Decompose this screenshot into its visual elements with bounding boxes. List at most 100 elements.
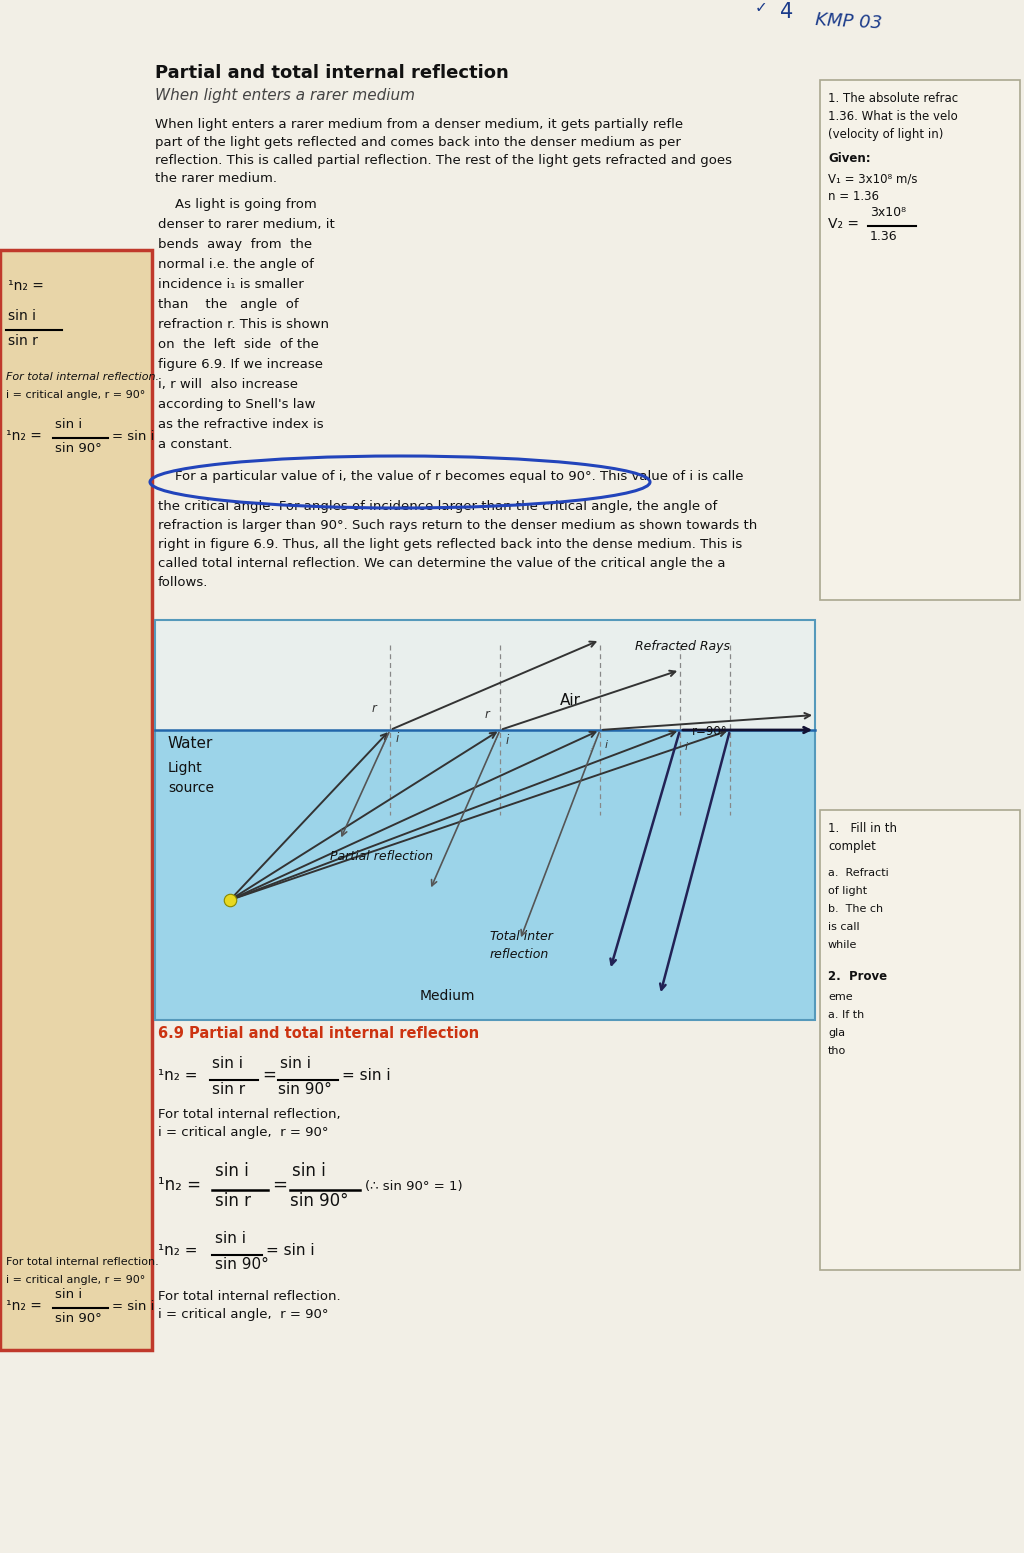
Text: 1.36: 1.36: [870, 230, 898, 242]
Text: Total inter: Total inter: [490, 930, 553, 943]
Text: For total internal reflection.: For total internal reflection.: [6, 1256, 159, 1267]
Text: sin 90°: sin 90°: [55, 443, 101, 455]
Text: i, r will  also increase: i, r will also increase: [158, 377, 298, 391]
Text: i: i: [506, 735, 509, 747]
Text: incidence i₁ is smaller: incidence i₁ is smaller: [158, 278, 304, 290]
Text: ¹n₂ =: ¹n₂ =: [158, 1176, 201, 1194]
Text: r: r: [372, 702, 377, 714]
Text: called total internal reflection. We can determine the value of the critical ang: called total internal reflection. We can…: [158, 558, 725, 570]
Text: sin 90°: sin 90°: [290, 1193, 348, 1210]
Text: refraction r. This is shown: refraction r. This is shown: [158, 318, 329, 331]
Text: As light is going from: As light is going from: [158, 197, 316, 211]
Text: Partial reflection: Partial reflection: [330, 849, 433, 863]
Text: When light enters a rarer medium: When light enters a rarer medium: [155, 89, 415, 102]
Text: For a particular value of i, the value of r becomes equal to 90°. This value of : For a particular value of i, the value o…: [158, 471, 743, 483]
Text: eme: eme: [828, 992, 853, 1002]
Text: 3x10⁸: 3x10⁸: [870, 207, 906, 219]
Text: 1. The absolute refrac: 1. The absolute refrac: [828, 92, 958, 106]
Text: sin i: sin i: [215, 1162, 249, 1180]
Text: than    the   angle  of: than the angle of: [158, 298, 299, 311]
Text: follows.: follows.: [158, 576, 208, 589]
Text: V₁ = 3x10⁸ m/s: V₁ = 3x10⁸ m/s: [828, 172, 918, 185]
FancyBboxPatch shape: [820, 81, 1020, 599]
Text: =: =: [262, 1065, 275, 1084]
Text: i: i: [396, 731, 399, 745]
Text: i = critical angle, r = 90°: i = critical angle, r = 90°: [6, 1275, 145, 1284]
Text: ¹n₂ =: ¹n₂ =: [158, 1242, 198, 1258]
Text: r: r: [485, 708, 489, 721]
Text: sin i: sin i: [292, 1162, 326, 1180]
Text: i = critical angle,  r = 90°: i = critical angle, r = 90°: [158, 1308, 329, 1322]
Text: sin i: sin i: [8, 309, 36, 323]
Text: = sin i: = sin i: [112, 430, 155, 443]
Text: a.  Refracti: a. Refracti: [828, 868, 889, 877]
Text: reflection. This is called partial reflection. The rest of the light gets refrac: reflection. This is called partial refle…: [155, 154, 732, 168]
Text: = sin i: = sin i: [266, 1242, 314, 1258]
Text: ¹n₂ =: ¹n₂ =: [6, 429, 42, 443]
Text: as the refractive index is: as the refractive index is: [158, 418, 324, 432]
Text: Given:: Given:: [828, 152, 870, 165]
Text: i: i: [685, 742, 688, 752]
Text: sin 90°: sin 90°: [55, 1312, 101, 1325]
Text: Light: Light: [168, 761, 203, 775]
Text: ¹n₂ =: ¹n₂ =: [8, 280, 44, 294]
Text: KMP 03: KMP 03: [815, 11, 883, 33]
Text: sin r: sin r: [215, 1193, 251, 1210]
Text: V₂ =: V₂ =: [828, 217, 859, 231]
Text: For total internal reflection,: For total internal reflection,: [158, 1107, 341, 1121]
Text: i = critical angle,  r = 90°: i = critical angle, r = 90°: [158, 1126, 329, 1138]
Text: sin i: sin i: [55, 418, 82, 432]
Text: 2.  Prove: 2. Prove: [828, 971, 887, 983]
Text: source: source: [168, 781, 214, 795]
Text: sin r: sin r: [212, 1082, 245, 1096]
Bar: [155, 620, 815, 730]
FancyBboxPatch shape: [820, 811, 1020, 1270]
Text: a constant.: a constant.: [158, 438, 232, 450]
Text: Water: Water: [168, 736, 213, 752]
Text: reflection: reflection: [490, 947, 549, 961]
Text: =: =: [272, 1176, 287, 1194]
Text: sin r: sin r: [8, 334, 38, 348]
Text: = sin i: = sin i: [112, 1300, 155, 1312]
Text: according to Snell's law: according to Snell's law: [158, 398, 315, 412]
Text: tho: tho: [828, 1047, 846, 1056]
Text: r=90°: r=90°: [692, 725, 728, 738]
Text: of light: of light: [828, 887, 867, 896]
Text: Air: Air: [560, 693, 581, 708]
Text: ¹n₂ =: ¹n₂ =: [6, 1298, 42, 1312]
Text: sin i: sin i: [55, 1287, 82, 1301]
Text: figure 6.9. If we increase: figure 6.9. If we increase: [158, 359, 323, 371]
Text: 6.9 Partial and total internal reflection: 6.9 Partial and total internal reflectio…: [158, 1027, 479, 1041]
Text: the critical angle. For angles of incidence larger than the critical angle, the : the critical angle. For angles of incide…: [158, 500, 717, 512]
Text: the rarer medium.: the rarer medium.: [155, 172, 278, 185]
Text: sin i: sin i: [280, 1056, 311, 1072]
Text: on  the  left  side  of the: on the left side of the: [158, 339, 318, 351]
FancyBboxPatch shape: [0, 250, 152, 1350]
Text: For total internal reflection.: For total internal reflection.: [6, 373, 159, 382]
Text: 1.   Fill in th: 1. Fill in th: [828, 822, 897, 836]
Text: sin 90°: sin 90°: [215, 1256, 269, 1272]
Text: (velocity of light in): (velocity of light in): [828, 127, 943, 141]
Text: ✓: ✓: [755, 0, 768, 16]
Text: i = critical angle, r = 90°: i = critical angle, r = 90°: [6, 390, 145, 401]
Text: Partial and total internal reflection: Partial and total internal reflection: [155, 64, 509, 82]
Text: ¹n₂ =: ¹n₂ =: [158, 1068, 198, 1082]
Text: n = 1.36: n = 1.36: [828, 189, 879, 203]
Text: 4: 4: [780, 2, 794, 22]
Text: complet: complet: [828, 840, 876, 853]
Text: 1.36. What is the velo: 1.36. What is the velo: [828, 110, 957, 123]
Text: gla: gla: [828, 1028, 845, 1037]
Text: (∴ sin 90° = 1): (∴ sin 90° = 1): [365, 1180, 463, 1193]
Text: For total internal reflection.: For total internal reflection.: [158, 1291, 341, 1303]
Text: i: i: [605, 739, 608, 750]
Text: while: while: [828, 940, 857, 950]
Text: part of the light gets reflected and comes back into the denser medium as per: part of the light gets reflected and com…: [155, 137, 685, 149]
Text: denser to rarer medium, it: denser to rarer medium, it: [158, 217, 335, 231]
Text: Medium: Medium: [420, 989, 475, 1003]
Text: = sin i: = sin i: [342, 1068, 390, 1082]
Text: is call: is call: [828, 922, 859, 932]
Text: sin i: sin i: [215, 1232, 246, 1246]
Text: right in figure 6.9. Thus, all the light gets reflected back into the dense medi: right in figure 6.9. Thus, all the light…: [158, 537, 742, 551]
Text: refraction is larger than 90°. Such rays return to the denser medium as shown to: refraction is larger than 90°. Such rays…: [158, 519, 758, 533]
Text: b.  The ch: b. The ch: [828, 904, 883, 915]
